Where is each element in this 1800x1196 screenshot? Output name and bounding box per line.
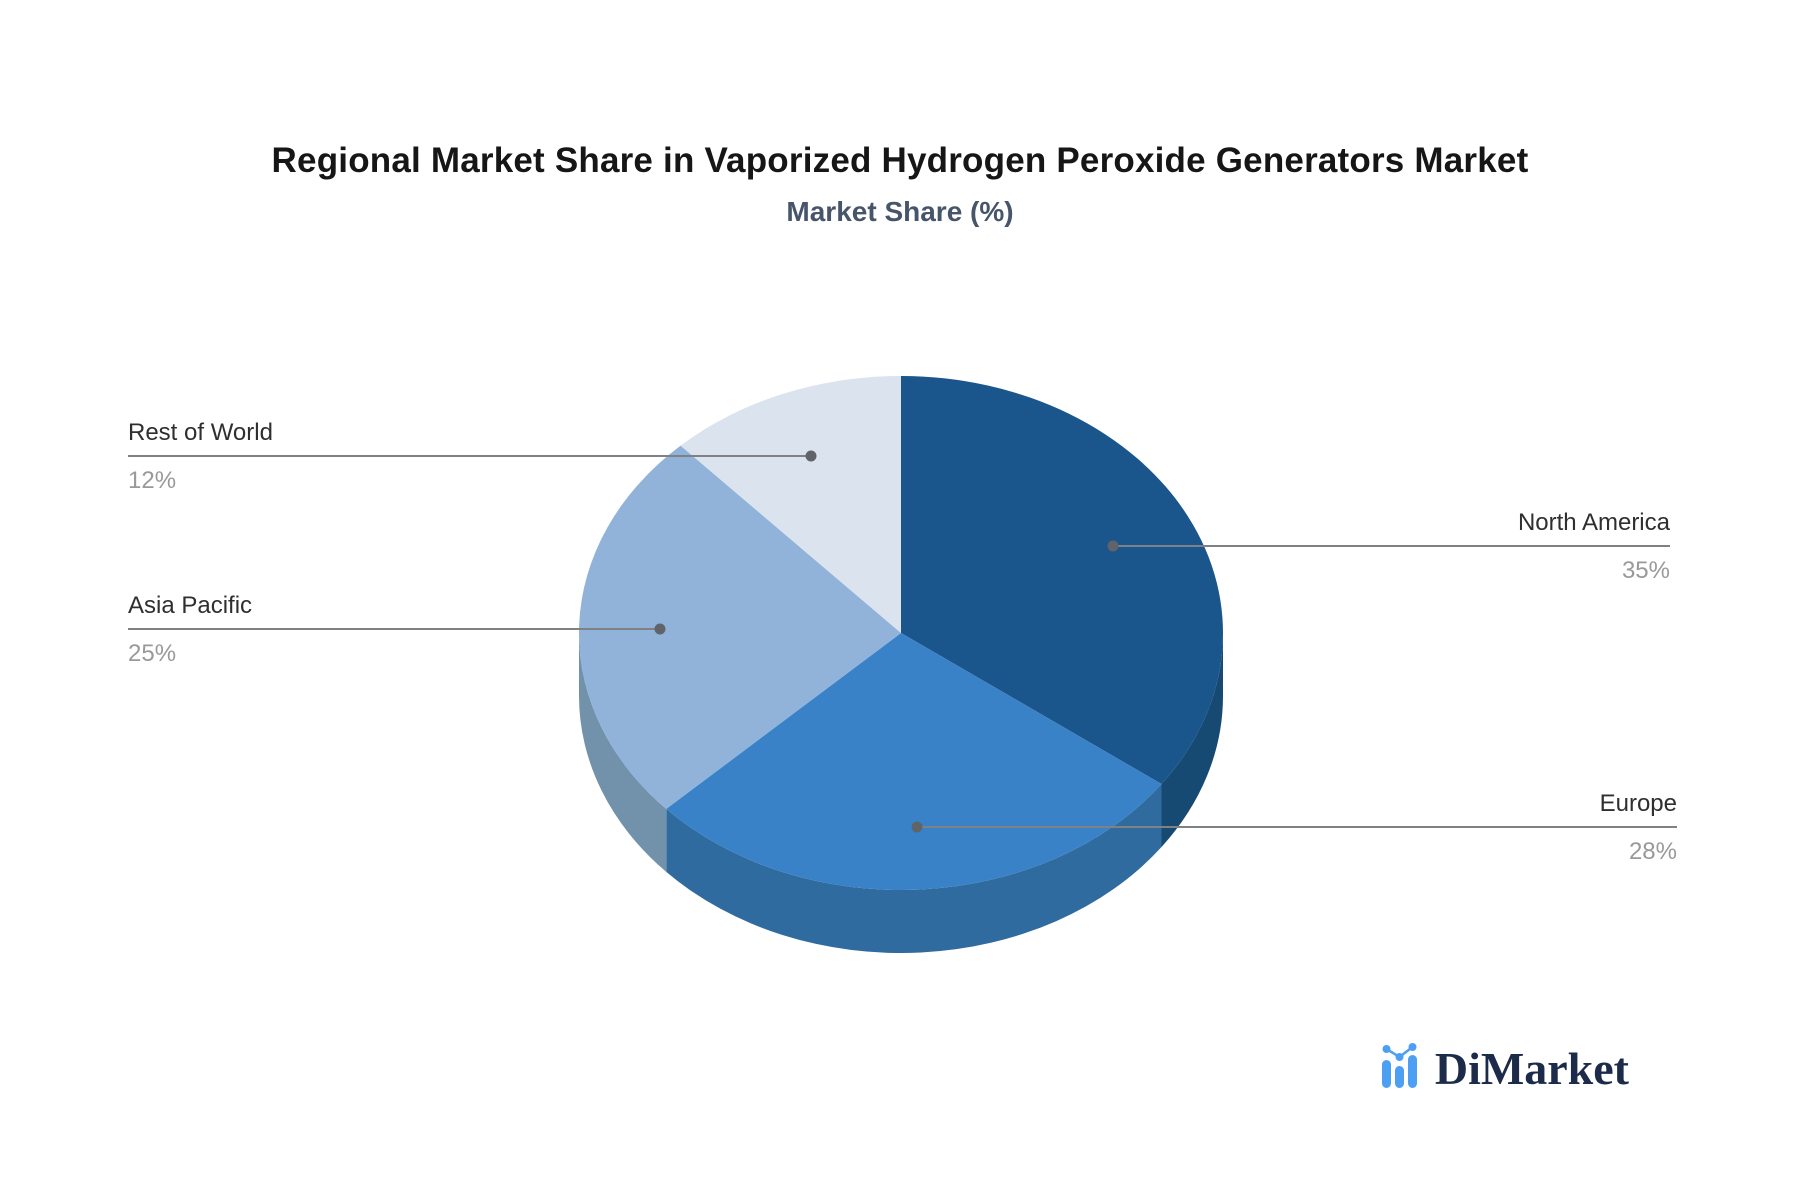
leader-dot-asia-pacific — [654, 623, 666, 635]
slice-value-asia-pacific: 25% — [128, 640, 177, 667]
pie-slice-north-america — [901, 376, 1223, 785]
pie-slice-europe — [666, 633, 1162, 891]
bar-line-chart-icon — [1377, 1042, 1423, 1095]
leader-dot-rest-of-world — [805, 450, 817, 462]
pie-slice-rest-of-world — [680, 376, 901, 633]
chart-title: Regional Market Share in Vaporized Hydro… — [271, 141, 1529, 180]
slice-label-asia-pacific: Asia Pacific — [128, 592, 253, 619]
slice-label-rest-of-world: Rest of World — [128, 419, 273, 446]
pie-slice-asia-pacific — [579, 445, 901, 809]
pie-slice-side-north-america — [1161, 633, 1223, 848]
leader-dot-north-america — [1107, 540, 1119, 552]
pie-slice-side-asia-pacific — [579, 633, 667, 872]
slice-value-rest-of-world: 12% — [128, 467, 177, 494]
brand-logo-text: DiMarket — [1434, 1043, 1629, 1094]
slice-label-north-america: North America — [1517, 509, 1670, 536]
brand-logo: DiMarket — [1377, 1042, 1629, 1095]
slice-value-north-america: 35% — [1621, 557, 1670, 584]
leader-dot-europe — [911, 821, 923, 833]
slice-value-europe: 28% — [1628, 838, 1677, 865]
pie-slice-side-europe — [666, 784, 1162, 954]
slice-label-europe: Europe — [1599, 790, 1677, 817]
chart-subtitle: Market Share (%) — [786, 196, 1014, 227]
